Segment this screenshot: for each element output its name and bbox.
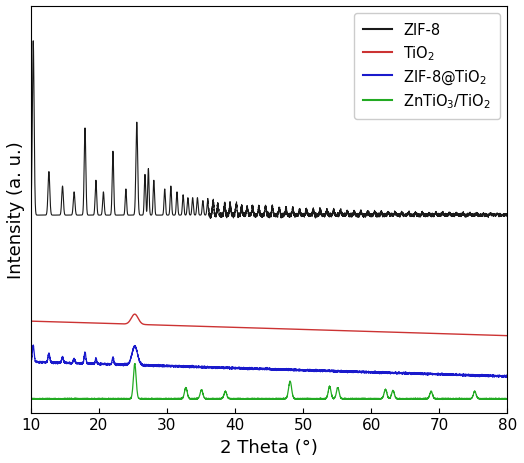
X-axis label: 2 Theta (°): 2 Theta (°) [220, 438, 318, 456]
Y-axis label: Intensity (a. u.): Intensity (a. u.) [7, 141, 25, 279]
Legend: ZIF-8, TiO$_2$, ZIF-8@TiO$_2$, ZnTiO$_3$/TiO$_2$: ZIF-8, TiO$_2$, ZIF-8@TiO$_2$, ZnTiO$_3$… [354, 14, 500, 120]
